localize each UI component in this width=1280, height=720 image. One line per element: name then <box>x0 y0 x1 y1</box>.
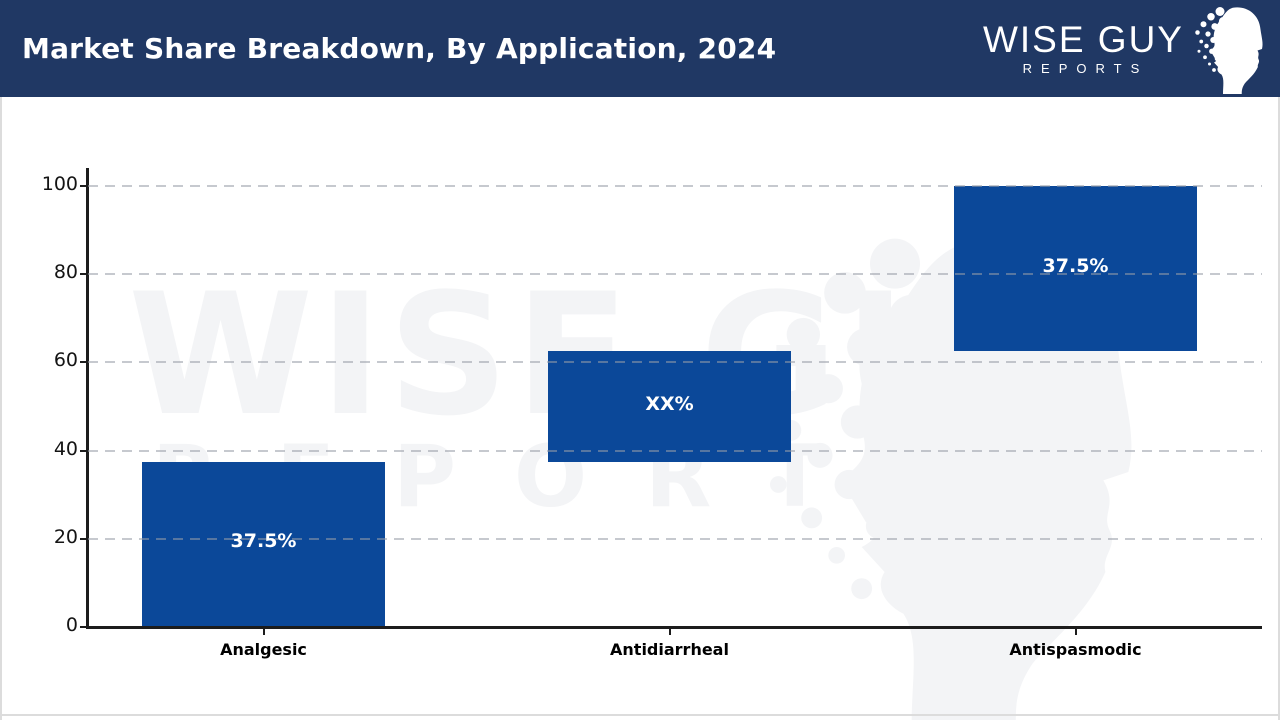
y-axis-tick <box>80 449 88 452</box>
right-frame-line <box>1278 97 1280 720</box>
y-axis-line <box>86 168 89 629</box>
bottom-frame-line <box>0 714 1280 716</box>
brand-head-icon <box>1195 6 1263 94</box>
x-axis-category-label: Antidiarrheal <box>610 640 729 659</box>
y-axis-tick <box>80 185 88 187</box>
y-axis-tick <box>80 273 88 276</box>
bar-value-label: XX% <box>645 392 694 415</box>
y-axis-tick-label: 80 <box>53 261 78 284</box>
y-axis-tick-label: 40 <box>53 437 78 460</box>
bar-value-label: 37.5% <box>230 530 297 553</box>
gridline-y-60 <box>88 361 1262 364</box>
y-axis-tick-label: 0 <box>65 614 78 636</box>
brand-logo: WISE GUY REPORTS <box>983 4 1272 94</box>
page-title: Market Share Breakdown, By Application, … <box>22 32 777 65</box>
gridline-y-100 <box>88 185 1262 187</box>
brand-subtitle: REPORTS <box>1022 61 1149 76</box>
y-axis-tick <box>80 537 88 540</box>
x-axis-category-label: Antispasmodic <box>1009 640 1142 659</box>
brand-name: WISE GUY <box>982 19 1184 60</box>
header-bar: Market Share Breakdown, By Application, … <box>0 0 1280 97</box>
x-axis-line <box>86 626 1262 629</box>
x-axis-category-label: Analgesic <box>220 640 307 659</box>
x-axis-tick <box>262 627 265 635</box>
y-axis-tick <box>80 361 88 364</box>
left-frame-line <box>0 97 2 720</box>
chart-area: WISE GUY REPORTS 0 20 40 60 80 100 37.5% Analge… <box>0 97 1280 720</box>
brand-logo-text: WISE GUY REPORTS <box>983 21 1184 76</box>
gridline-y-80 <box>88 273 1262 276</box>
y-axis-tick-label: 100 <box>41 173 78 195</box>
x-axis-tick <box>668 627 671 635</box>
bar-value-label: 37.5% <box>1042 254 1109 277</box>
y-axis-tick <box>80 626 88 628</box>
gridline-y-40 <box>88 449 1262 452</box>
bar-analgesic <box>142 461 385 627</box>
y-axis-tick-label: 60 <box>53 349 78 372</box>
bar-antidiarrheal <box>548 351 791 462</box>
y-axis-tick-label: 20 <box>53 525 78 548</box>
gridline-y-20 <box>88 537 1262 540</box>
